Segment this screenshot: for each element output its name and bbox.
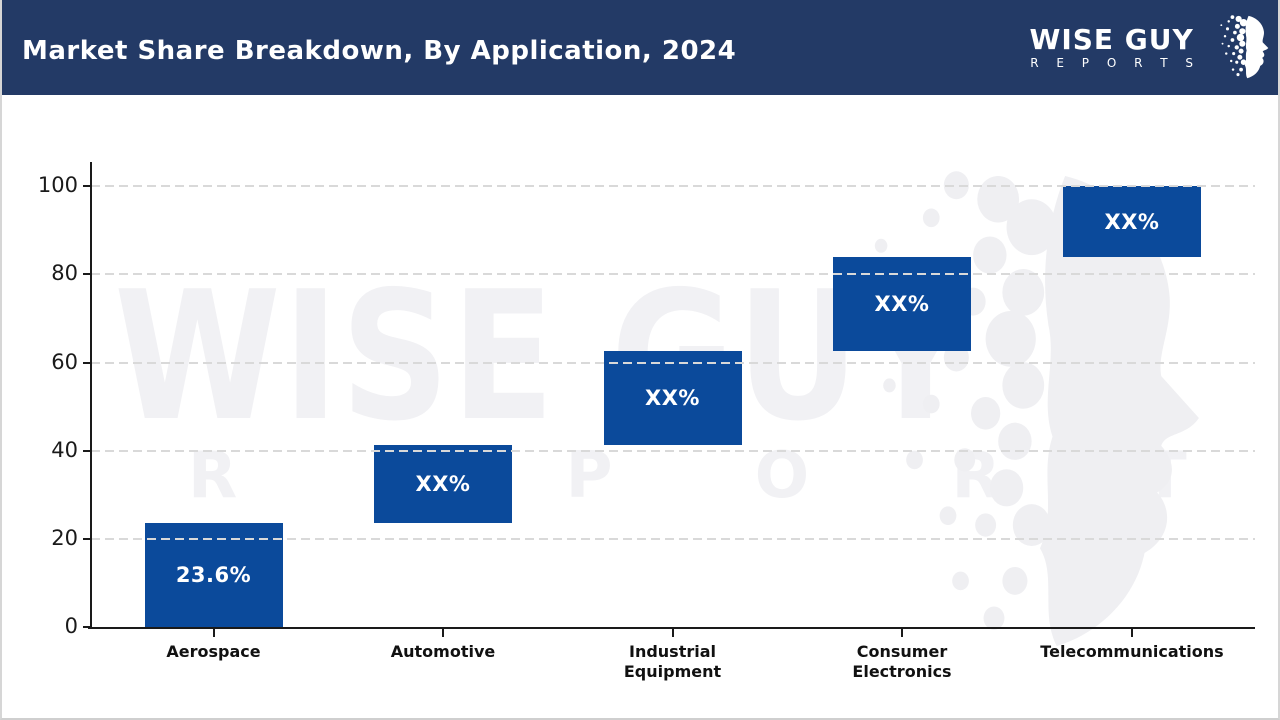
bar-aerospace: 23.6% [144,522,283,627]
brand-logo: WISE GUY R E P O R T S [1023,5,1274,91]
header-bar: Market Share Breakdown, By Application, … [2,0,1278,95]
page-title: Market Share Breakdown, By Application, … [22,35,737,66]
gridline-80 [91,273,1255,276]
y-axis-spine [90,162,92,629]
bar-value-label: XX% [415,472,471,497]
gridline-60 [91,361,1255,364]
gridline-100 [91,185,1255,188]
x-tick-industrial-equipment [671,629,674,637]
bar-automotive: XX% [374,445,512,523]
x-tick-consumer-electronics [901,629,903,637]
y-tick-label-60: 60 [51,349,78,374]
bar-industrial-equipment: XX% [603,351,742,446]
x-label-industrial-equipment: Industrial Equipment [623,642,722,681]
y-tick-100 [83,185,90,188]
brand-name: WISE GUY [1029,22,1194,56]
y-tick-label-80: 80 [51,261,78,286]
bar-telecommunications: XX% [1063,186,1201,257]
bar-value-label: 23.6% [175,562,252,587]
y-tick-label-20: 20 [51,525,78,550]
y-tick-20 [83,537,90,540]
bar-value-label: XX% [1104,209,1160,234]
gridline-20 [91,537,1255,540]
bar-value-label: XX% [645,386,700,411]
y-tick-0 [83,626,90,628]
x-label-telecommunications: Telecommunications [1040,642,1224,661]
y-tick-80 [83,273,90,276]
y-tick-label-40: 40 [51,437,78,462]
bar-value-label: XX% [874,291,930,316]
bar-consumer-electronics: XX% [833,256,971,352]
brand-subtitle: R E P O R T S [1030,56,1200,71]
x-tick-automotive [442,629,444,637]
x-label-automotive: Automotive [390,642,496,661]
x-label-aerospace: Aerospace [166,642,261,661]
x-tick-aerospace [212,629,215,637]
brand-logo-text: WISE GUY R E P O R T S [1023,22,1200,71]
y-tick-60 [83,361,90,364]
gridline-40 [91,449,1255,452]
brand-face-icon [1220,14,1269,78]
x-tick-telecommunications [1131,629,1133,637]
y-tick-label-0: 0 [64,614,78,638]
y-tick-40 [83,449,90,452]
x-axis-line [88,627,1255,629]
x-label-consumer-electronics: Consumer Electronics [852,642,952,681]
y-tick-label-100: 100 [37,173,78,198]
